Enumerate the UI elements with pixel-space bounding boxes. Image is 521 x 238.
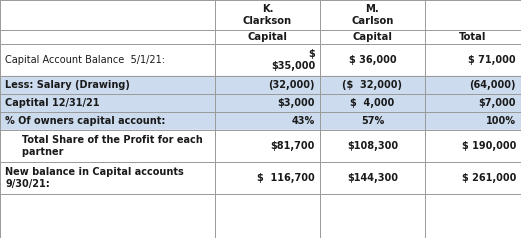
Text: K.
Clarkson: K. Clarkson bbox=[243, 4, 292, 26]
Text: $108,300: $108,300 bbox=[347, 141, 398, 151]
Text: $144,300: $144,300 bbox=[347, 173, 398, 183]
Text: $ 36,000: $ 36,000 bbox=[349, 55, 396, 65]
Text: % Of owners capital account:: % Of owners capital account: bbox=[5, 116, 165, 126]
Bar bbox=[0, 130, 521, 162]
Bar bbox=[0, 162, 521, 194]
Text: New balance in Capital accounts
9/30/21:: New balance in Capital accounts 9/30/21: bbox=[5, 167, 184, 189]
Text: Captital 12/31/21: Captital 12/31/21 bbox=[5, 98, 100, 108]
Bar bbox=[0, 76, 521, 94]
Bar bbox=[0, 0, 521, 44]
Bar bbox=[0, 112, 521, 130]
Text: $81,700: $81,700 bbox=[270, 141, 315, 151]
Text: Less: Salary (Drawing): Less: Salary (Drawing) bbox=[5, 80, 130, 90]
Text: $ 261,000: $ 261,000 bbox=[462, 173, 516, 183]
Text: $  4,000: $ 4,000 bbox=[351, 98, 394, 108]
Text: $3,000: $3,000 bbox=[278, 98, 315, 108]
Text: $
$35,000: $ $35,000 bbox=[271, 49, 315, 71]
Bar bbox=[0, 44, 521, 76]
Text: 43%: 43% bbox=[292, 116, 315, 126]
Text: 100%: 100% bbox=[486, 116, 516, 126]
Text: Total: Total bbox=[460, 32, 487, 42]
Text: Total Share of the Profit for each
     partner: Total Share of the Profit for each partn… bbox=[5, 135, 203, 157]
Text: Capital: Capital bbox=[353, 32, 392, 42]
Text: $ 71,000: $ 71,000 bbox=[468, 55, 516, 65]
Text: M.
Carlson: M. Carlson bbox=[351, 4, 394, 26]
Text: (64,000): (64,000) bbox=[469, 80, 516, 90]
Text: Capital Account Balance  5/1/21:: Capital Account Balance 5/1/21: bbox=[5, 55, 165, 65]
Text: ($  32,000): ($ 32,000) bbox=[342, 80, 403, 90]
Text: (32,000): (32,000) bbox=[268, 80, 315, 90]
Text: Capital: Capital bbox=[247, 32, 288, 42]
Bar bbox=[0, 94, 521, 112]
Text: $  116,700: $ 116,700 bbox=[257, 173, 315, 183]
Text: 57%: 57% bbox=[361, 116, 384, 126]
Text: $ 190,000: $ 190,000 bbox=[462, 141, 516, 151]
Text: $7,000: $7,000 bbox=[478, 98, 516, 108]
